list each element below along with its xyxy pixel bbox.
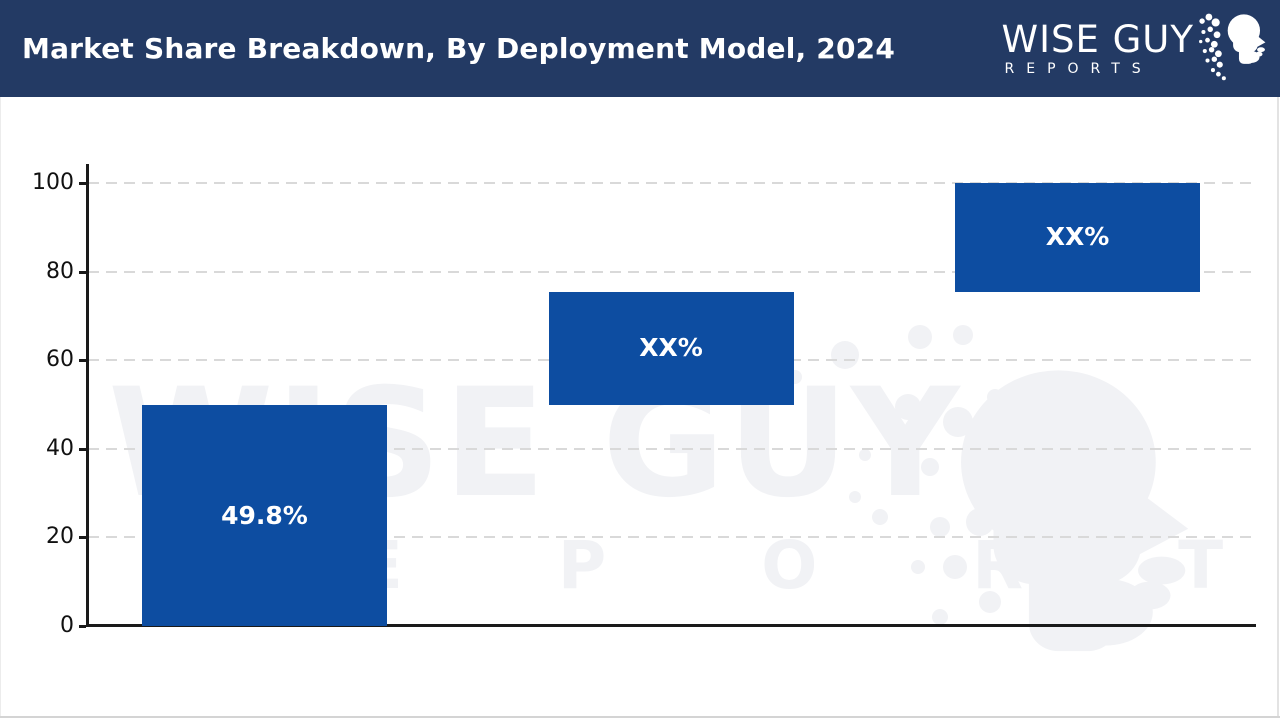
y-tick-label-60: 60 (46, 347, 74, 373)
bar-public-cloud (142, 405, 387, 626)
y-tick-label-0: 0 (60, 613, 74, 638)
y-tick-mark-20 (79, 536, 86, 540)
y-tick-label-80: 80 (46, 258, 74, 284)
gridline-40 (88, 447, 1256, 450)
y-tick-mark-80 (79, 270, 86, 274)
y-tick-mark-40 (79, 447, 86, 451)
bar-value-label-public-cloud: 49.8% (221, 500, 308, 530)
header-bar: Market Share Breakdown, By Deployment Mo… (0, 0, 1280, 97)
bar-private-cloud (548, 291, 794, 406)
wise-guy-reports-logo: WISE GUY REPORTS (1002, 9, 1280, 89)
y-tick-mark-60 (79, 359, 86, 363)
gridline-100 (88, 182, 1256, 184)
watermark-dotted-face-profile-icon (774, 325, 1189, 652)
bar-hybrid-cloud (955, 183, 1200, 292)
logo-wordmark-line2: REPORTS (1004, 61, 1153, 77)
y-axis-line (86, 164, 89, 627)
gridline-80 (88, 270, 1256, 273)
page-left-edge-line (0, 97, 1, 718)
page-title: Market Share Breakdown, By Deployment Mo… (22, 32, 896, 65)
y-tick-label-40: 40 (46, 435, 74, 461)
y-tick-label-20: 20 (46, 524, 74, 550)
bar-value-label-hybrid-cloud: XX% (1045, 222, 1110, 252)
y-tick-mark-100 (79, 182, 86, 185)
page-bottom-edge-line (0, 716, 1280, 718)
gridline-20 (88, 536, 1256, 539)
logo-wordmark: WISE GUY REPORTS (1002, 21, 1194, 76)
y-tick-mark-0 (79, 625, 86, 628)
page-right-edge-line (1277, 97, 1279, 718)
bar-value-label-private-cloud: XX% (639, 333, 703, 363)
y-tick-label-100: 100 (32, 170, 74, 195)
chart-area: WISE GUY R E P O R T S 02040608010049.8%… (0, 97, 1280, 720)
x-axis-line (86, 624, 1256, 627)
logo-wordmark-line1: WISE GUY (1001, 18, 1194, 61)
dotted-face-profile-icon (1199, 13, 1266, 80)
